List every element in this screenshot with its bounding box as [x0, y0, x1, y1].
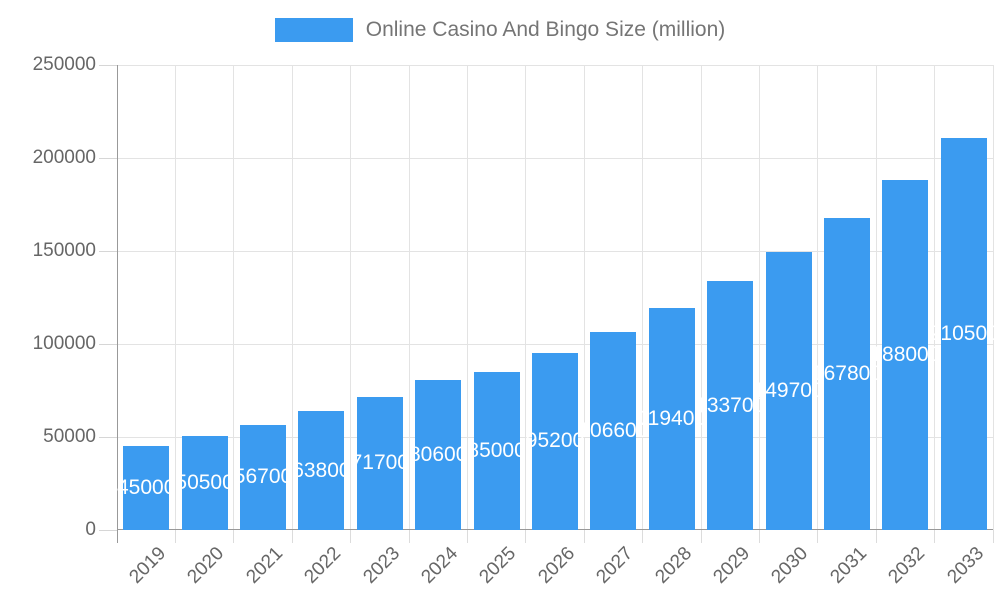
x-axis-label: 2019 [125, 543, 171, 588]
x-axis-label: 2029 [709, 543, 755, 588]
plot-area: 45000 50500 56700 63800 71700 80600 85000 95200… [117, 64, 999, 530]
x-tick [233, 530, 235, 543]
x-axis-label: 2025 [475, 543, 521, 588]
h-gridline [117, 157, 993, 159]
v-gridline [466, 65, 468, 530]
y-tick [99, 343, 117, 345]
v-gridline [233, 65, 235, 530]
y-axis-line [117, 65, 118, 530]
bar-2029 [707, 281, 754, 530]
v-gridline [291, 65, 293, 530]
x-tick [642, 530, 644, 543]
x-tick [174, 530, 176, 543]
y-axis-label: 200000 [32, 147, 96, 168]
y-tick [99, 250, 117, 252]
v-gridline [817, 65, 819, 530]
bar-2023 [356, 396, 403, 530]
v-gridline [408, 65, 410, 530]
bar-2026 [532, 352, 578, 530]
x-tick [583, 530, 585, 543]
x-axis-label: 2024 [417, 543, 463, 588]
bar-2033 [940, 138, 987, 530]
legend-swatch[interactable] [274, 18, 353, 42]
bar-2019 [123, 446, 170, 530]
v-gridline [642, 65, 644, 530]
v-gridline [934, 65, 936, 530]
y-tick [99, 436, 117, 438]
x-tick [116, 530, 118, 543]
x-tick [934, 530, 936, 543]
x-axis-label: 2022 [300, 543, 346, 588]
x-tick [758, 530, 760, 543]
bar-2020 [181, 436, 228, 530]
bar-2022 [298, 411, 345, 530]
legend-label[interactable]: Online Casino And Bingo Size (million) [365, 18, 726, 41]
bar-2031 [824, 217, 870, 530]
x-tick [291, 530, 293, 543]
x-axis-label: 2020 [183, 543, 229, 588]
y-axis-label: 0 [85, 519, 96, 540]
legend[interactable]: Online Casino And Bingo Size (million) [0, 18, 1000, 42]
y-axis-label: 250000 [32, 54, 96, 75]
y-axis-label: 100000 [32, 333, 96, 354]
v-gridline [174, 65, 176, 530]
x-tick [992, 530, 994, 543]
x-tick [408, 530, 410, 543]
bar-2028 [648, 307, 695, 530]
x-axis-label: 2030 [767, 543, 813, 588]
x-tick [700, 530, 702, 543]
x-tick [817, 530, 819, 543]
h-gridline [117, 343, 993, 345]
x-axis-label: 2032 [884, 543, 930, 588]
y-axis-label: 50000 [43, 426, 96, 447]
bar-2032 [882, 180, 929, 530]
x-axis-label: 2026 [534, 543, 579, 588]
y-tick [99, 157, 117, 159]
bar-2030 [765, 251, 812, 530]
h-gridline [117, 64, 993, 66]
v-gridline [583, 65, 585, 530]
x-axis-label: 2028 [650, 543, 696, 588]
v-gridline [992, 65, 994, 530]
v-gridline [350, 65, 352, 530]
y-axis-label: 150000 [32, 240, 96, 261]
x-axis-label: 2021 [242, 543, 287, 588]
bar-2027 [590, 331, 637, 530]
y-tick [99, 64, 117, 66]
bar-2025 [473, 371, 520, 530]
h-gridline [117, 250, 993, 252]
v-gridline [758, 65, 760, 530]
x-tick [525, 530, 527, 543]
y-tick [99, 529, 117, 531]
x-axis-label: 2027 [592, 543, 638, 588]
x-axis-label: 2031 [826, 543, 871, 588]
v-gridline [875, 65, 877, 530]
x-tick [466, 530, 468, 543]
bar-2021 [240, 424, 286, 530]
x-axis-label: 2033 [942, 543, 988, 588]
v-gridline [700, 65, 702, 530]
x-tick [875, 530, 877, 543]
x-axis-label: 2023 [358, 543, 404, 588]
x-tick [350, 530, 352, 543]
bar-2024 [415, 380, 462, 530]
v-gridline [525, 65, 527, 530]
